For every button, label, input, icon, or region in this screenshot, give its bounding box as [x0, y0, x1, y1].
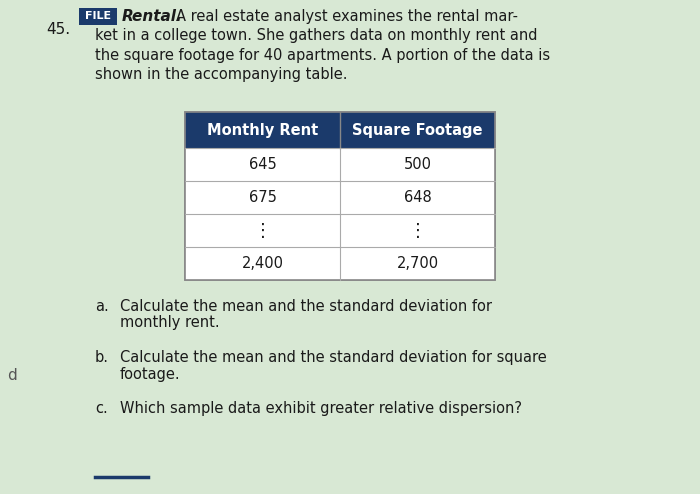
Text: 2,400: 2,400	[241, 256, 284, 271]
Text: a.: a.	[95, 299, 108, 314]
Text: b.: b.	[95, 350, 109, 365]
Text: shown in the accompanying table.: shown in the accompanying table.	[95, 68, 347, 82]
FancyBboxPatch shape	[185, 112, 340, 148]
FancyBboxPatch shape	[185, 181, 495, 214]
Text: Rental.: Rental.	[122, 9, 183, 24]
Text: ket in a college town. She gathers data on monthly rent and: ket in a college town. She gathers data …	[95, 29, 538, 43]
Text: monthly rent.: monthly rent.	[120, 316, 220, 330]
Text: Which sample data exhibit greater relative dispersion?: Which sample data exhibit greater relati…	[120, 401, 522, 416]
Text: Monthly Rent: Monthly Rent	[207, 123, 318, 137]
Text: footage.: footage.	[120, 367, 181, 381]
FancyBboxPatch shape	[185, 214, 495, 247]
Text: 645: 645	[248, 157, 276, 172]
Text: 2,700: 2,700	[396, 256, 439, 271]
Text: c.: c.	[95, 401, 108, 416]
Text: 648: 648	[404, 190, 431, 205]
Text: the square footage for 40 apartments. A portion of the data is: the square footage for 40 apartments. A …	[95, 48, 550, 63]
Text: FILE: FILE	[85, 11, 111, 22]
FancyBboxPatch shape	[79, 8, 117, 25]
Text: ⋮: ⋮	[253, 221, 272, 240]
Text: d: d	[7, 369, 17, 383]
Text: 45.: 45.	[46, 22, 70, 37]
FancyBboxPatch shape	[185, 148, 495, 181]
Text: ⋮: ⋮	[409, 221, 426, 240]
Text: 675: 675	[248, 190, 276, 205]
Text: Square Footage: Square Footage	[352, 123, 483, 137]
FancyBboxPatch shape	[340, 112, 495, 148]
Text: Calculate the mean and the standard deviation for: Calculate the mean and the standard devi…	[120, 299, 492, 314]
Text: A real estate analyst examines the rental mar-: A real estate analyst examines the renta…	[176, 9, 518, 24]
Text: 500: 500	[403, 157, 431, 172]
FancyBboxPatch shape	[185, 247, 495, 280]
Text: Calculate the mean and the standard deviation for square: Calculate the mean and the standard devi…	[120, 350, 547, 365]
